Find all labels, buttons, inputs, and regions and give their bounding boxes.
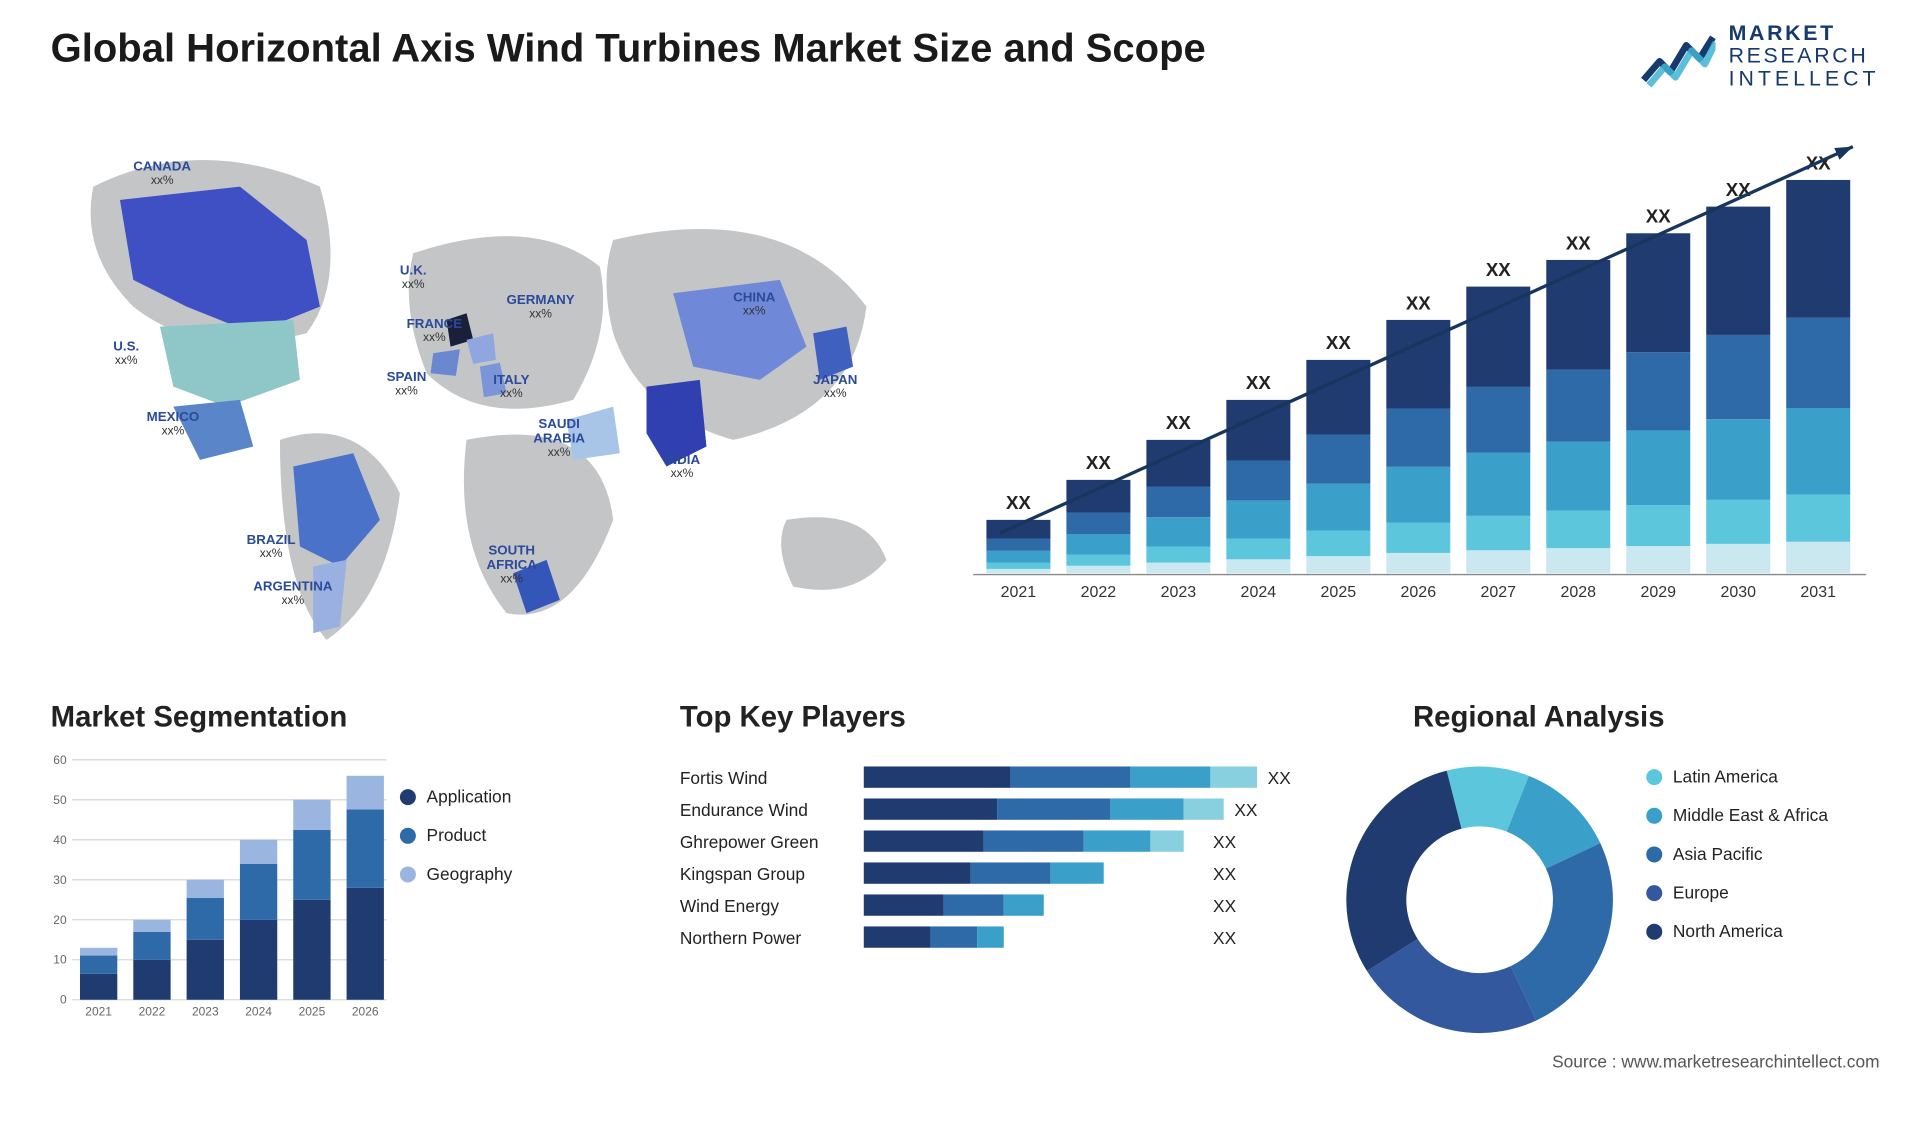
segmentation-title: Market Segmentation <box>51 700 348 735</box>
map-label: ITALYxx% <box>493 373 529 401</box>
svg-text:40: 40 <box>53 833 67 847</box>
map-label: JAPANxx% <box>813 373 857 401</box>
regional-donut <box>1333 753 1626 1046</box>
player-bar <box>864 766 1257 787</box>
logo-mark-icon <box>1641 27 1716 88</box>
player-bar <box>864 798 1224 819</box>
player-row: Wind Energy XX <box>680 894 1253 915</box>
svg-text:2021: 2021 <box>1001 584 1037 601</box>
player-bar <box>864 926 1203 947</box>
regional-legend: Latin America Middle East & Africa Asia Pa… <box>1646 766 1828 959</box>
region-legend-item: Asia Pacific <box>1646 844 1828 864</box>
region-legend-item: North America <box>1646 921 1828 941</box>
player-value: XX <box>1268 767 1308 787</box>
players-chart: Fortis WindXXEndurance WindXXGhrepower G… <box>680 766 1253 958</box>
map-label: INDIAxx% <box>664 453 700 481</box>
svg-text:2027: 2027 <box>1481 584 1517 601</box>
svg-text:2023: 2023 <box>1161 584 1197 601</box>
svg-text:50: 50 <box>53 793 67 807</box>
player-row: Northern Power XX <box>680 926 1253 947</box>
svg-text:0: 0 <box>60 993 67 1007</box>
map-label: SAUDIARABIAxx% <box>533 417 585 460</box>
map-label: MEXICOxx% <box>147 411 200 439</box>
svg-text:2026: 2026 <box>1401 584 1437 601</box>
svg-text:20: 20 <box>53 913 67 927</box>
svg-text:2026: 2026 <box>352 1005 379 1019</box>
players-title: Top Key Players <box>680 700 906 735</box>
svg-text:2028: 2028 <box>1560 584 1596 601</box>
player-bar <box>864 862 1203 883</box>
svg-text:XX: XX <box>1646 206 1671 227</box>
svg-text:2022: 2022 <box>139 1005 166 1019</box>
page-title: Global Horizontal Axis Wind Turbines Mar… <box>51 27 1206 72</box>
svg-text:60: 60 <box>53 753 67 767</box>
svg-text:XX: XX <box>1486 259 1511 280</box>
player-name: Wind Energy <box>680 895 853 915</box>
svg-text:2029: 2029 <box>1640 584 1676 601</box>
svg-text:2025: 2025 <box>299 1005 326 1019</box>
player-name: Endurance Wind <box>680 799 853 819</box>
svg-text:2024: 2024 <box>1241 584 1277 601</box>
svg-text:2023: 2023 <box>192 1005 219 1019</box>
logo-line1: MARKET <box>1729 24 1880 46</box>
svg-text:30: 30 <box>53 873 67 887</box>
region-legend-item: Middle East & Africa <box>1646 805 1828 825</box>
player-name: Northern Power <box>680 927 853 947</box>
world-map: CANADAxx% U.S.xx% MEXICOxx% BRAZILxx% ARGENT… <box>40 120 920 653</box>
player-bar <box>864 894 1203 915</box>
svg-text:XX: XX <box>1086 452 1111 473</box>
player-value: XX <box>1213 831 1253 851</box>
map-label: CANADAxx% <box>133 160 191 188</box>
svg-text:XX: XX <box>1406 292 1431 313</box>
svg-text:XX: XX <box>1166 412 1191 433</box>
region-legend-item: Europe <box>1646 882 1828 902</box>
player-value: XX <box>1213 863 1253 883</box>
player-bar <box>864 830 1203 851</box>
svg-text:2025: 2025 <box>1321 584 1357 601</box>
segmentation-legend-item: Product <box>400 825 512 845</box>
player-row: Fortis WindXX <box>680 766 1253 787</box>
map-label: SPAINxx% <box>387 371 427 399</box>
main-bar-chart: XX 2021 XX 2022 XX 2023 XX 2024 XX 2025 XX 2026 XX 20… <box>973 133 1879 626</box>
player-name: Fortis Wind <box>680 767 853 787</box>
map-label: ARGENTINAxx% <box>253 580 332 608</box>
source-label: Source : www.marketresearchintellect.com <box>1552 1052 1879 1072</box>
regional-title: Regional Analysis <box>1413 700 1665 735</box>
player-value: XX <box>1213 927 1253 947</box>
player-value: XX <box>1234 799 1274 819</box>
svg-text:XX: XX <box>1566 232 1591 253</box>
player-row: Endurance WindXX <box>680 798 1253 819</box>
player-name: Ghrepower Green <box>680 831 853 851</box>
map-label: CHINAxx% <box>733 291 775 319</box>
segmentation-legend-item: Geography <box>400 864 512 884</box>
map-label: SOUTHAFRICAxx% <box>487 544 537 587</box>
svg-text:XX: XX <box>1326 332 1351 353</box>
logo-line3: INTELLECT <box>1729 69 1880 91</box>
player-name: Kingspan Group <box>680 863 853 883</box>
svg-text:2031: 2031 <box>1800 584 1836 601</box>
svg-text:XX: XX <box>1246 372 1271 393</box>
logo-line2: RESEARCH <box>1729 46 1880 68</box>
segmentation-chart: 0 10 20 30 40 50 60 2021 2022 2023 2024 2025 2026 <box>40 746 387 1026</box>
player-row: Kingspan Group XX <box>680 862 1253 883</box>
svg-text:2021: 2021 <box>85 1005 112 1019</box>
player-row: Ghrepower Green XX <box>680 830 1253 851</box>
segmentation-legend-item: Application <box>400 786 512 806</box>
player-value: XX <box>1213 895 1253 915</box>
svg-text:2022: 2022 <box>1081 584 1117 601</box>
svg-text:2024: 2024 <box>245 1005 272 1019</box>
map-label: FRANCExx% <box>407 317 463 345</box>
svg-text:2030: 2030 <box>1720 584 1756 601</box>
segmentation-legend: Application Product Geography <box>400 786 512 902</box>
map-label: U.S.xx% <box>113 340 139 368</box>
map-label: GERMANYxx% <box>507 293 575 321</box>
map-label: BRAZILxx% <box>247 533 296 561</box>
region-legend-item: Latin America <box>1646 766 1828 786</box>
svg-text:10: 10 <box>53 953 67 967</box>
map-label: U.K.xx% <box>400 264 427 292</box>
brand-logo: MARKET RESEARCH INTELLECT <box>1641 24 1880 91</box>
svg-text:XX: XX <box>1006 492 1031 513</box>
